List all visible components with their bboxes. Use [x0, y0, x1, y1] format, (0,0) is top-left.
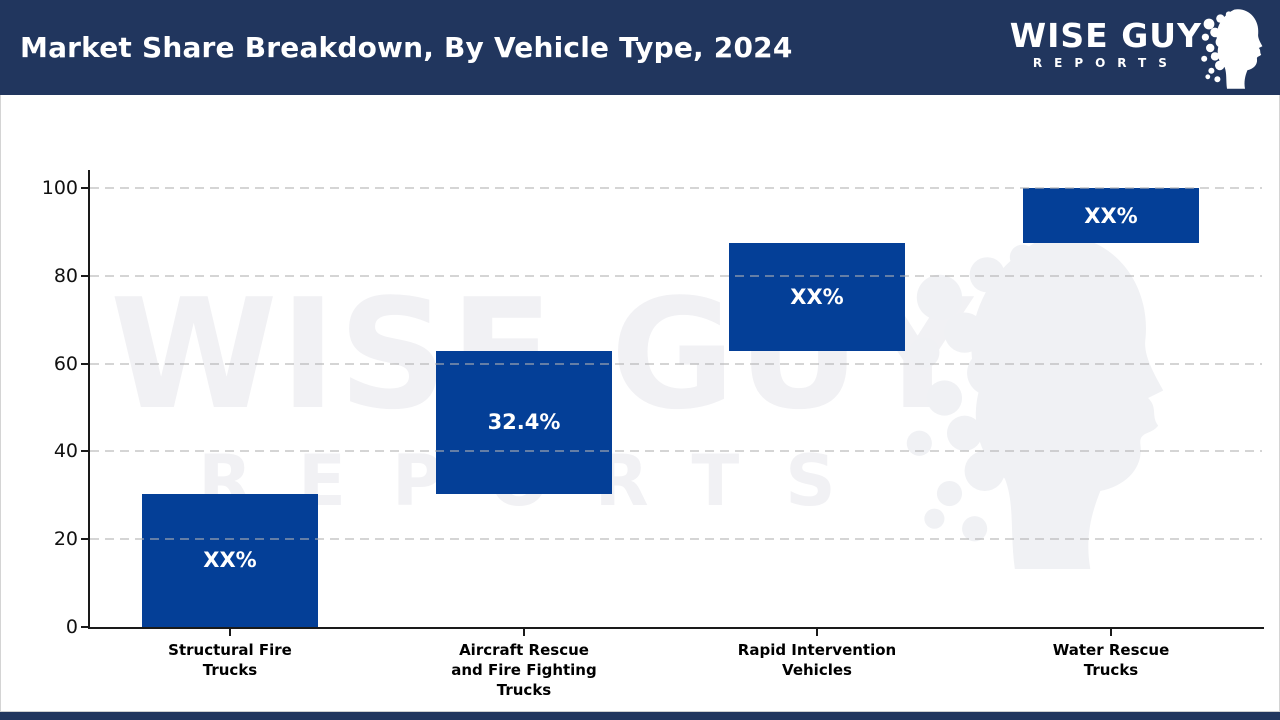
plot-area — [88, 170, 1264, 629]
bar-value-label: XX% — [1084, 203, 1138, 228]
bar: XX% — [729, 243, 905, 352]
y-tick-label: 60 — [53, 352, 78, 375]
bar: XX% — [1023, 188, 1199, 244]
brand-name: WISE GUY — [1009, 16, 1202, 55]
gridline — [90, 362, 1262, 365]
x-tick-mark — [816, 629, 818, 636]
gridline — [90, 538, 1262, 541]
y-tick-label: 20 — [53, 528, 78, 551]
bar-value-label: 32.4% — [487, 410, 561, 435]
brand-logo: WISE GUY REPORTS — [1010, 4, 1272, 92]
y-tick-label: 80 — [53, 264, 78, 287]
y-tick-mark — [81, 538, 88, 541]
y-tick-mark — [81, 450, 88, 453]
brand-logo-text: WISE GUY REPORTS — [1009, 16, 1202, 71]
y-tick-label: 100 — [41, 177, 78, 199]
bar-value-label: XX% — [790, 285, 844, 310]
y-tick-mark — [81, 362, 88, 365]
bar: XX% — [142, 493, 318, 627]
head-profile-dots-icon — [1201, 9, 1263, 89]
y-tick-mark — [81, 274, 88, 277]
footer-bar — [0, 711, 1280, 720]
y-tick-label: 0 — [65, 616, 78, 638]
x-category-label: Water Rescue Trucks — [1052, 641, 1170, 679]
header-bar: Market Share Breakdown, By Vehicle Type,… — [0, 0, 1280, 95]
brand-subname: REPORTS — [1032, 56, 1179, 70]
x-category-label: Structural Fire Trucks — [168, 641, 292, 679]
y-tick-mark — [81, 187, 88, 189]
bar-value-label: XX% — [203, 548, 257, 573]
y-tick-label: 40 — [53, 440, 78, 463]
gridline — [90, 274, 1262, 277]
x-tick-mark — [229, 629, 231, 636]
y-tick-mark — [81, 626, 88, 628]
chart-title: Market Share Breakdown, By Vehicle Type,… — [20, 31, 793, 64]
x-tick-mark — [1110, 629, 1112, 636]
gridline — [90, 187, 1262, 189]
x-category-label: Rapid Intervention Vehicles — [737, 641, 897, 679]
x-tick-mark — [523, 629, 525, 636]
x-category-label: Aircraft Rescue and Fire Fighting Trucks — [451, 641, 597, 699]
gridline — [90, 450, 1262, 453]
bar: 32.4% — [436, 351, 612, 494]
